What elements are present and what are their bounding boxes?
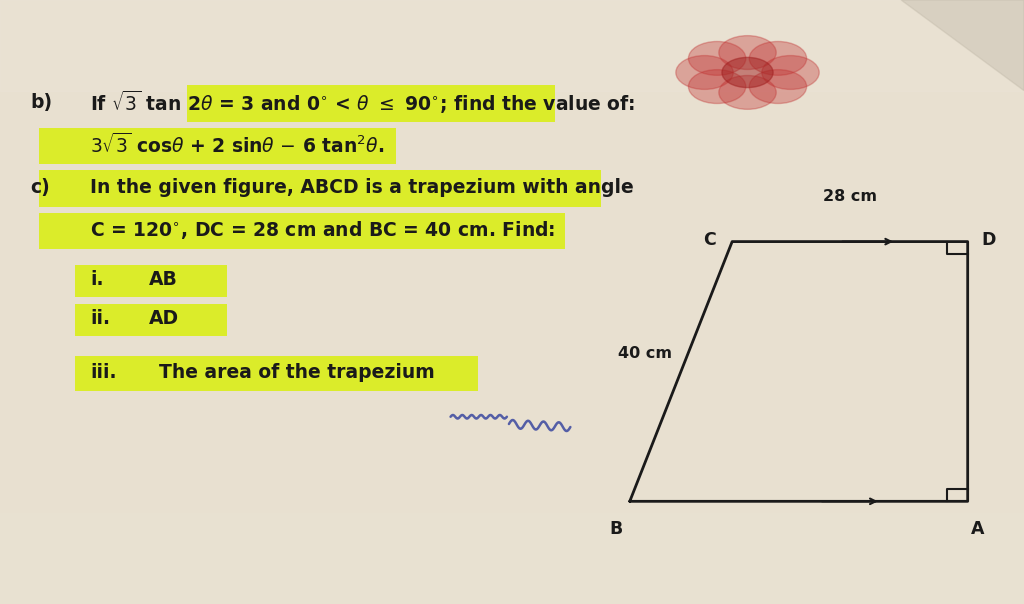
Text: i.: i.: [90, 270, 103, 289]
Text: B: B: [610, 519, 623, 538]
FancyBboxPatch shape: [39, 213, 565, 249]
Circle shape: [676, 56, 733, 89]
Circle shape: [722, 57, 773, 88]
FancyBboxPatch shape: [39, 128, 396, 164]
Polygon shape: [901, 0, 1024, 91]
Text: ii.: ii.: [90, 309, 111, 329]
FancyBboxPatch shape: [39, 170, 601, 207]
FancyBboxPatch shape: [187, 85, 555, 122]
Circle shape: [719, 76, 776, 109]
Text: 40 cm: 40 cm: [618, 346, 672, 361]
Text: iii.: iii.: [90, 363, 117, 382]
Text: C = 120$^{\circ}$, DC = 28 cm and BC = 40 cm. Find:: C = 120$^{\circ}$, DC = 28 cm and BC = 4…: [90, 219, 555, 240]
Text: A: A: [971, 519, 985, 538]
Text: $3\sqrt{3}$ cos$\theta$ + 2 sin$\theta$ $-$ 6 tan$^{2}$$\theta$.: $3\sqrt{3}$ cos$\theta$ + 2 sin$\theta$ …: [90, 133, 385, 157]
Circle shape: [688, 69, 745, 103]
Text: c): c): [31, 178, 50, 197]
Circle shape: [750, 42, 807, 76]
Text: AD: AD: [148, 309, 178, 329]
Text: The area of the trapezium: The area of the trapezium: [159, 363, 434, 382]
Circle shape: [762, 56, 819, 89]
Circle shape: [688, 42, 745, 76]
FancyBboxPatch shape: [75, 356, 478, 391]
Text: D: D: [981, 231, 995, 249]
Text: C: C: [703, 231, 716, 249]
FancyBboxPatch shape: [75, 304, 227, 336]
Text: If $\sqrt{3}$ tan 2$\theta$ = 3 and 0$^{\circ}$ < $\theta$ $\leq$ 90$^{\circ}$; : If $\sqrt{3}$ tan 2$\theta$ = 3 and 0$^{…: [90, 89, 635, 116]
Text: AB: AB: [148, 270, 177, 289]
Text: 28 cm: 28 cm: [823, 189, 877, 204]
Text: In the given figure, ABCD is a trapezium with angle: In the given figure, ABCD is a trapezium…: [90, 178, 634, 197]
Circle shape: [719, 36, 776, 69]
Text: b): b): [31, 93, 53, 112]
Circle shape: [750, 69, 807, 103]
FancyBboxPatch shape: [75, 265, 227, 297]
